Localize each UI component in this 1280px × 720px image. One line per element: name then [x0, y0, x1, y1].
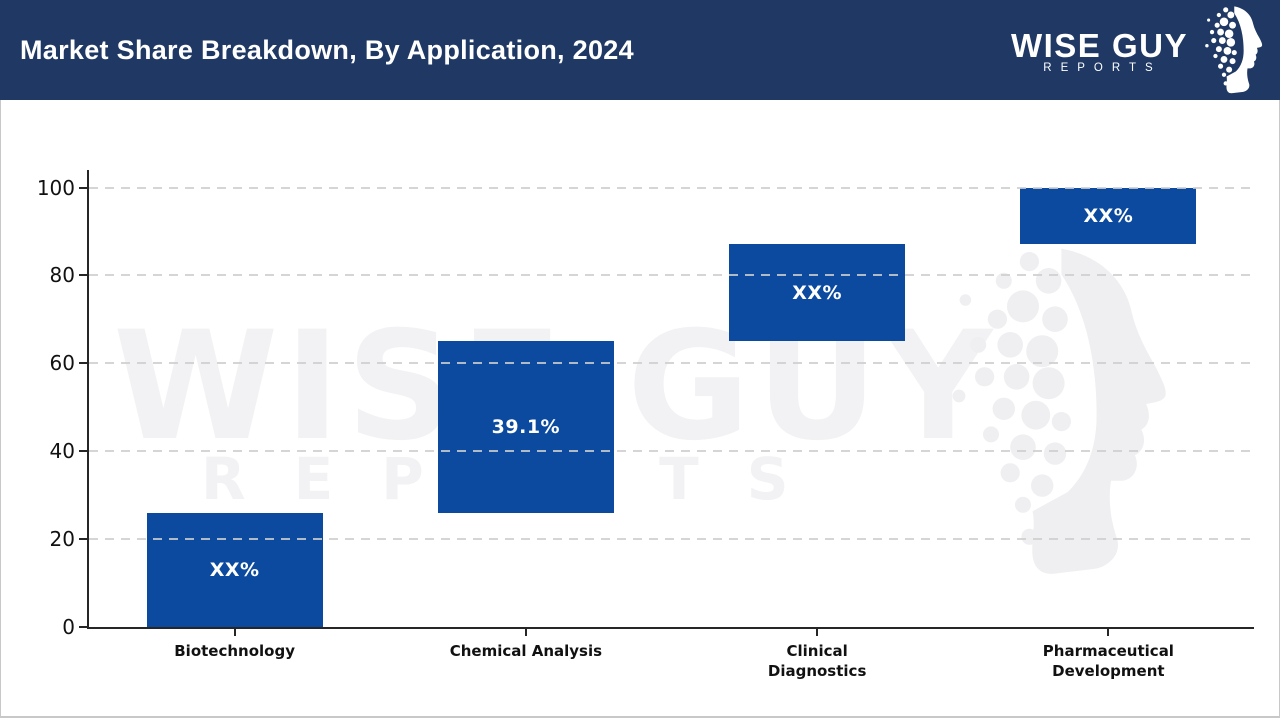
watermark-head-icon — [863, 220, 1183, 604]
bar-value-label: XX% — [209, 558, 260, 581]
y-axis-line — [87, 170, 89, 629]
bar-value-label: 39.1% — [491, 415, 561, 438]
bar: XX% — [146, 512, 323, 627]
chart-canvas: WISE GUY REPORTS 020406080100XX%Biotechn… — [0, 100, 1280, 718]
brand-logo-text: WISE GUY REPORTS — [1011, 27, 1188, 74]
x-axis-tick — [524, 629, 527, 636]
brand-subname: REPORTS — [1043, 61, 1162, 74]
y-axis-tick — [79, 626, 87, 628]
y-axis-tick — [79, 362, 87, 365]
plot-area: 0 20 40 60 80 100 XX% Biotechnology 39.1% Chemica… — [1, 100, 1279, 716]
gridline — [89, 538, 1254, 541]
bar: 39.1% — [437, 340, 614, 513]
gridline — [89, 186, 1254, 189]
y-axis-label: 20 — [49, 527, 75, 552]
y-axis-label: 60 — [49, 351, 75, 376]
y-axis-tick — [79, 186, 87, 189]
x-axis-tick — [233, 629, 236, 636]
y-axis-tick — [79, 274, 87, 277]
y-axis-label: 40 — [49, 439, 75, 464]
bar-value-label: XX% — [1083, 204, 1134, 227]
gridline — [89, 450, 1254, 453]
x-axis-line — [87, 627, 1254, 629]
header-bar: Market Share Breakdown, By Application, … — [0, 0, 1280, 100]
brand-name: WISE GUY — [1010, 26, 1188, 64]
y-axis-tick — [79, 450, 87, 453]
brand-logo: WISE GUY REPORTS — [1011, 3, 1274, 97]
x-axis-tick — [1107, 629, 1110, 636]
y-axis-label: 0 — [62, 615, 75, 639]
gridline — [89, 274, 1254, 277]
logo-head-icon — [1174, 3, 1274, 97]
x-axis-category-label: Chemical Analysis — [449, 642, 603, 660]
bar: XX% — [729, 244, 906, 341]
bar-value-label: XX% — [792, 281, 843, 304]
x-axis-tick — [816, 629, 819, 636]
x-axis-category-label: Pharmaceutical Development — [1042, 642, 1174, 680]
y-axis-tick — [79, 538, 87, 541]
x-axis-category-label: Clinical Diagnostics — [767, 642, 867, 680]
gridline — [89, 362, 1254, 365]
y-axis-label: 80 — [49, 263, 75, 288]
chart-title: Market Share Breakdown, By Application, … — [20, 34, 634, 65]
x-axis-category-label: Biotechnology — [174, 642, 295, 660]
bar: XX% — [1020, 187, 1197, 245]
y-axis-label: 100 — [36, 175, 75, 200]
